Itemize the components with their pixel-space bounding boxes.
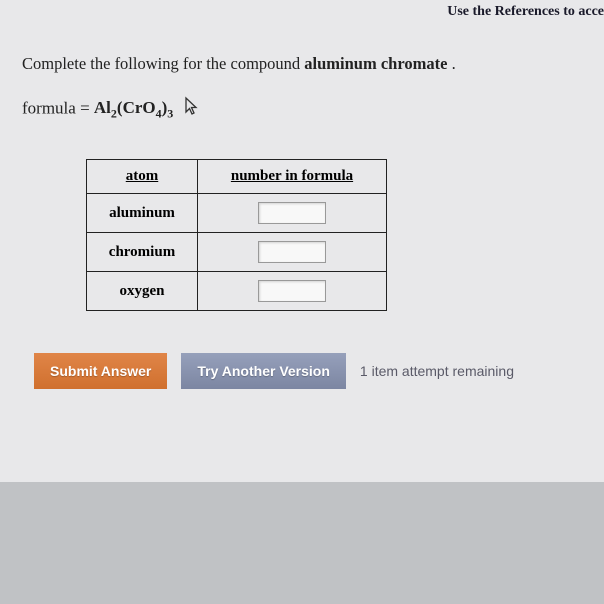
atom-label: aluminum: [87, 194, 198, 233]
oxygen-input[interactable]: [258, 280, 326, 302]
num-cell: [198, 272, 387, 311]
atom-label: chromium: [87, 233, 198, 272]
cursor-icon: [184, 96, 202, 123]
try-another-button[interactable]: Try Another Version: [181, 353, 346, 389]
prompt-prefix: Complete the following for the compound: [22, 54, 304, 73]
question-prompt: Complete the following for the compound …: [22, 54, 604, 74]
num-cell: [198, 194, 387, 233]
atom-table-wrapper: atom number in formula aluminum chromium…: [86, 159, 604, 311]
question-panel: Use the References to acce Complete the …: [0, 0, 604, 482]
submit-button[interactable]: Submit Answer: [34, 353, 167, 389]
col-atom: atom: [87, 160, 198, 194]
references-link[interactable]: Use the References to acce: [447, 4, 604, 20]
atom-table: atom number in formula aluminum chromium…: [86, 159, 387, 311]
button-row: Submit Answer Try Another Version 1 item…: [34, 353, 604, 389]
prompt-suffix: .: [447, 54, 455, 73]
num-cell: [198, 233, 387, 272]
table-row: aluminum: [87, 194, 387, 233]
table-header-row: atom number in formula: [87, 160, 387, 194]
compound-name: aluminum chromate: [304, 54, 447, 73]
formula-line: formula = Al2(CrO4)3: [22, 96, 604, 123]
aluminum-input[interactable]: [258, 202, 326, 224]
atom-label: oxygen: [87, 272, 198, 311]
chemical-formula: Al2(CrO4)3: [94, 98, 173, 117]
table-row: oxygen: [87, 272, 387, 311]
table-row: chromium: [87, 233, 387, 272]
col-number: number in formula: [198, 160, 387, 194]
chromium-input[interactable]: [258, 241, 326, 263]
attempts-remaining: 1 item attempt remaining: [360, 363, 514, 379]
formula-label: formula =: [22, 98, 94, 117]
